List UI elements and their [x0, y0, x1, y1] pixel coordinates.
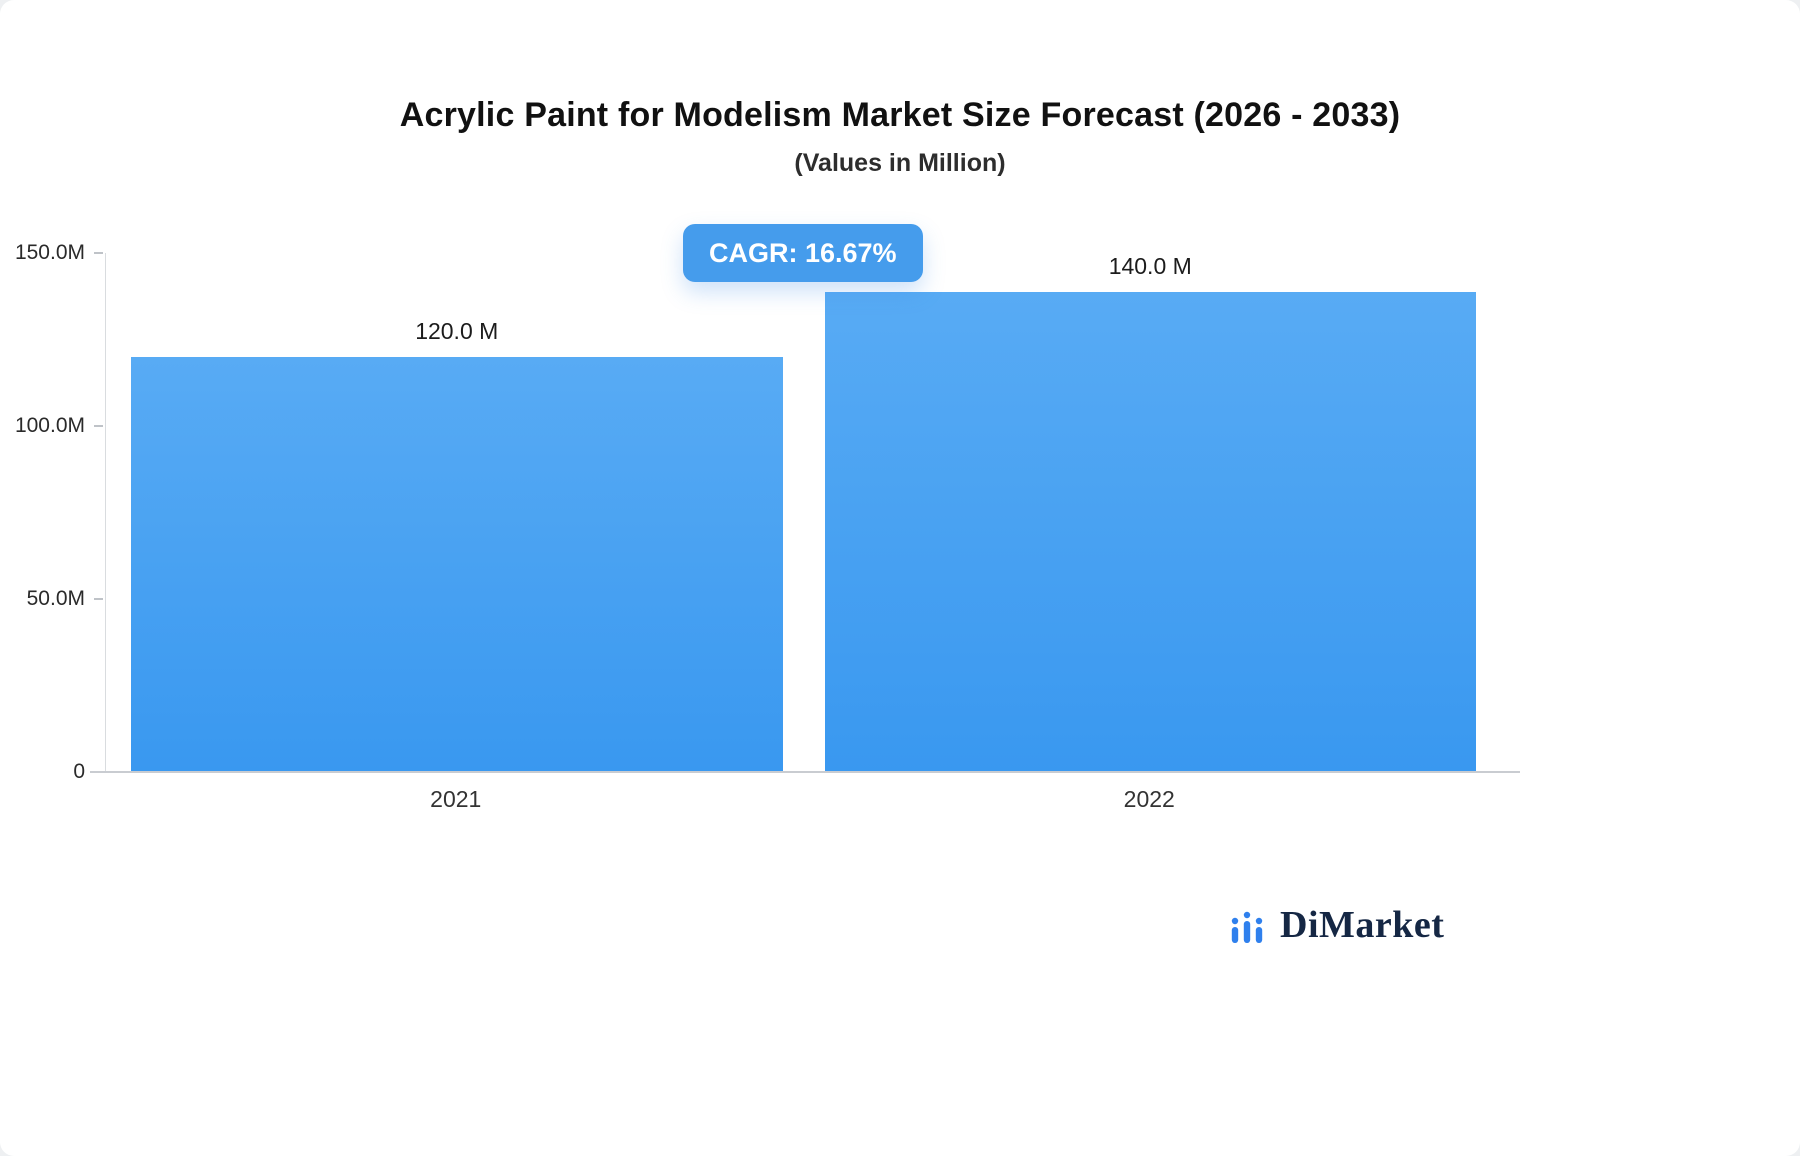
bar-group: 120.0 M [131, 253, 783, 772]
y-tick-label: 150.0M [14, 241, 85, 264]
bar-value-label: 120.0 M [415, 317, 499, 344]
bar [131, 356, 783, 772]
chart-title: Acrylic Paint for Modelism Market Size F… [399, 96, 1401, 134]
logo-text: DiMarket [1280, 904, 1445, 946]
chart-subtitle: (Values in Million) [794, 149, 1006, 177]
y-tick-label: 100.0M [14, 414, 85, 437]
y-tick-label: 50.0M [26, 587, 85, 610]
cagr-badge: CAGR: 16.67% [683, 224, 923, 282]
logo: DiMarket [1228, 903, 1444, 947]
x-axis-label: 2022 [1123, 786, 1175, 812]
x-axis-labels: 2021 2022 [105, 786, 1500, 813]
plot-area: 120.0 M 140.0 M [105, 253, 1501, 772]
x-axis-baseline [90, 771, 1520, 773]
y-tick-mark [94, 252, 103, 254]
y-tick-mark [94, 598, 103, 600]
bar-group: 140.0 M [824, 253, 1476, 772]
bar [824, 292, 1476, 772]
y-tick-mark [94, 425, 103, 427]
y-tick-label: 0 [73, 760, 85, 783]
bar-value-label: 140.0 M [1108, 253, 1192, 279]
x-axis-label: 2021 [430, 786, 482, 812]
y-axis: 0 50.0M 100.0M 150.0M [0, 241, 103, 783]
bars-container: 120.0 M 140.0 M [106, 253, 1501, 772]
bar-chart-icon [1231, 911, 1263, 943]
